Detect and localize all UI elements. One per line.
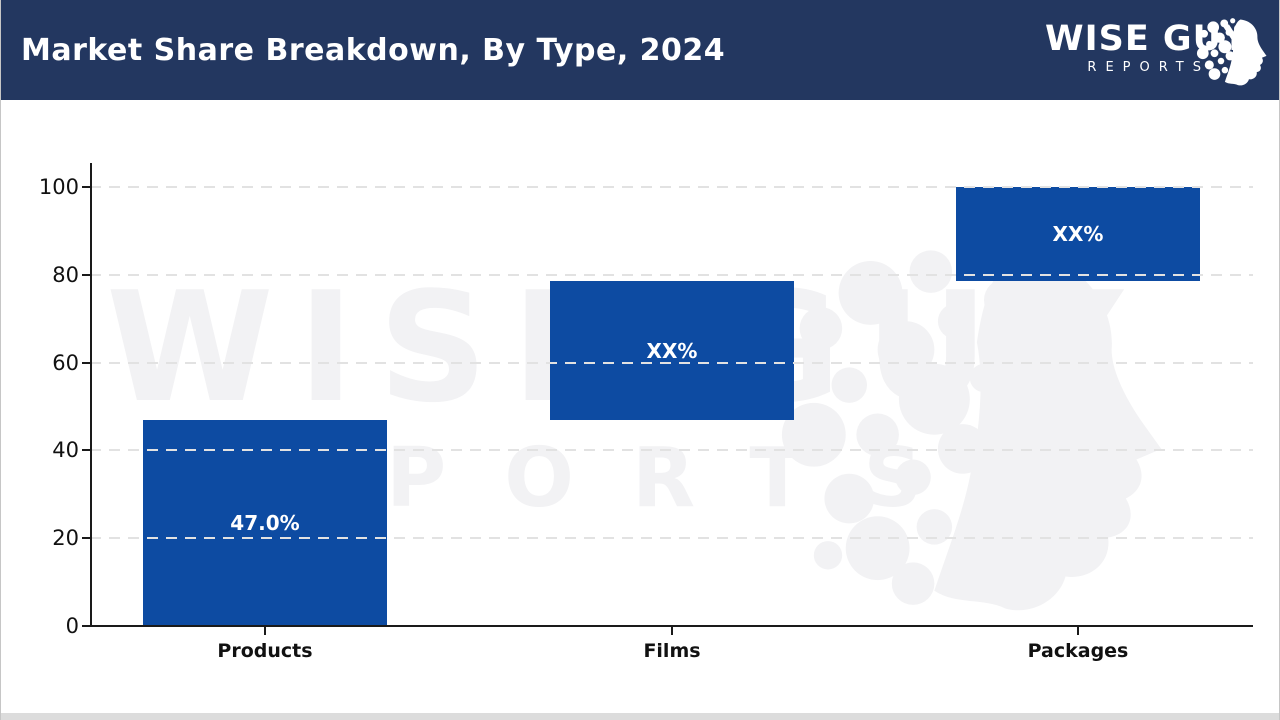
footer-strip xyxy=(1,713,1279,720)
y-tick-label-100: 100 xyxy=(38,175,79,199)
y-tick-label-0: 0 xyxy=(65,614,79,638)
brand-face-icon xyxy=(1196,18,1267,86)
y-tick-label-60: 60 xyxy=(52,350,79,375)
y-tick-label-20: 20 xyxy=(52,526,79,551)
x-tick-mark-packages xyxy=(1077,627,1079,635)
y-tick-mark-40 xyxy=(82,449,90,452)
bar-products xyxy=(143,419,387,626)
y-tick-mark-100 xyxy=(82,186,90,188)
brand-logo: WISE GUY REPORTS xyxy=(1017,6,1273,94)
y-axis-line xyxy=(90,163,92,627)
gridline-100 xyxy=(90,186,1253,188)
bar-label-films: XX% xyxy=(646,338,698,363)
y-tick-label-80: 80 xyxy=(52,262,79,287)
gridline-80 xyxy=(90,273,1253,276)
gridline-20 xyxy=(90,537,1253,540)
x-axis-line xyxy=(90,625,1253,627)
header-bar: Market Share Breakdown, By Type, 2024 WI… xyxy=(1,0,1279,100)
brand-subtitle: REPORTS xyxy=(1087,60,1211,75)
y-tick-mark-60 xyxy=(82,361,90,364)
bar-packages xyxy=(956,187,1200,282)
x-tick-mark-films xyxy=(671,627,673,635)
gridline-40 xyxy=(90,449,1253,452)
x-tick-mark-products xyxy=(264,627,266,635)
bar-label-products: 47.0% xyxy=(230,510,300,535)
gridline-60 xyxy=(90,361,1253,364)
chart-title: Market Share Breakdown, By Type, 2024 xyxy=(21,32,726,68)
watermark-face-logo xyxy=(781,243,1162,611)
y-tick-label-40: 40 xyxy=(52,438,79,463)
y-tick-mark-80 xyxy=(82,273,90,276)
bar-label-packages: XX% xyxy=(1052,222,1104,247)
y-tick-mark-0 xyxy=(82,625,90,627)
x-tick-label-films: Films xyxy=(643,640,701,662)
x-tick-label-products: Products xyxy=(217,640,313,662)
x-tick-label-packages: Packages xyxy=(1027,640,1129,662)
y-tick-mark-20 xyxy=(82,537,90,540)
bar-films xyxy=(550,281,794,420)
